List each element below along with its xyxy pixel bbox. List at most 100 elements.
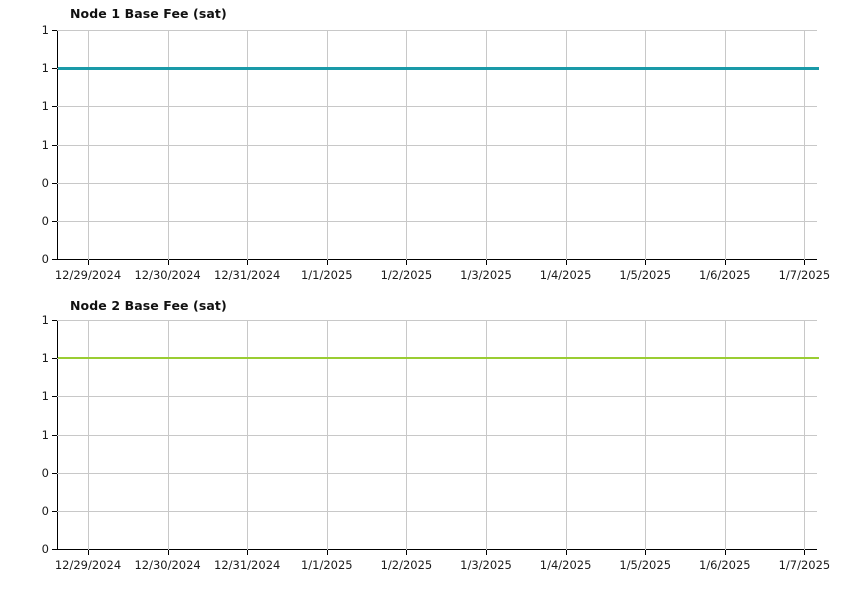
y-tick-mark <box>52 106 57 107</box>
x-axis-tick-label: 12/30/2024 <box>134 268 201 282</box>
plot-area-node-2: 1 1 1 1 0 0 0 12/29/2024 12/30/2024 12/31/2024 1/… <box>42 313 831 572</box>
y-axis-tick-label: 1 <box>41 428 49 442</box>
x-tick-mark <box>486 260 487 265</box>
x-axis-tick-label: 1/6/2025 <box>698 268 751 282</box>
gridline-vertical <box>88 320 89 550</box>
gridline-vertical <box>406 320 408 550</box>
x-axis-tick-label: 1/1/2025 <box>300 268 353 282</box>
y-tick-mark <box>52 30 57 31</box>
data-point-marker <box>723 67 726 70</box>
gridline-vertical <box>565 320 567 550</box>
y-axis-tick-label: 1 <box>41 313 49 327</box>
gridline-vertical <box>247 30 249 260</box>
data-point-marker <box>564 67 567 70</box>
y-tick-mark <box>52 358 57 359</box>
x-axis-tick-label: 1/7/2025 <box>778 268 831 282</box>
x-axis-tick-label: 12/29/2024 <box>54 558 122 572</box>
data-point-marker <box>485 67 487 70</box>
gridline-vertical <box>724 320 726 550</box>
y-axis-tick-label: 1 <box>41 99 49 113</box>
chart-title: Node 2 Base Fee (sat) <box>70 298 227 313</box>
chart-panel-node-2: Node 2 Base Fee (sat) 1 1 1 1 0 0 0 12/29/2024… <box>0 292 860 592</box>
gridline-vertical <box>804 320 806 550</box>
gridline-vertical <box>326 30 328 260</box>
y-tick-mark <box>52 435 57 436</box>
x-axis-tick-label: 1/6/2025 <box>698 558 751 572</box>
chart-panel-node-1: Node 1 Base Fee (sat) 1 1 1 1 0 0 0 12/29/2024… <box>0 0 860 295</box>
x-tick-mark <box>247 260 249 265</box>
gridline-vertical <box>645 320 647 550</box>
gridline-horizontal <box>57 435 817 436</box>
y-axis-tick-label: 0 <box>41 542 49 556</box>
y-tick-mark <box>52 221 57 222</box>
y-axis-tick-label: 1 <box>41 351 49 365</box>
series-line <box>58 67 820 70</box>
x-axis-tick-label: 1/4/2025 <box>539 268 592 282</box>
y-tick-mark <box>52 183 57 184</box>
data-point-marker <box>644 67 647 70</box>
y-tick-mark <box>52 473 57 474</box>
x-tick-mark <box>565 260 567 265</box>
y-axis-tick-label: 0 <box>41 252 49 266</box>
x-tick-mark <box>645 260 647 265</box>
gridline-vertical <box>406 30 408 260</box>
y-tick-mark <box>52 259 57 260</box>
x-tick-mark <box>167 550 169 555</box>
gridline-vertical <box>167 320 169 550</box>
y-axis-tick-label: 0 <box>41 504 49 518</box>
gridline-vertical <box>486 320 487 550</box>
x-axis-tick-label: 1/4/2025 <box>539 558 592 572</box>
gridline-vertical <box>565 30 567 260</box>
y-axis-tick-label: 1 <box>41 138 49 152</box>
chart-title: Node 1 Base Fee (sat) <box>70 6 227 21</box>
gridline-vertical <box>326 320 328 550</box>
gridline-horizontal <box>57 145 817 146</box>
y-axis-tick-label: 0 <box>41 466 49 480</box>
x-tick-mark <box>804 260 806 265</box>
x-axis-tick-label: 1/7/2025 <box>778 558 831 572</box>
y-axis-tick-label: 1 <box>41 23 49 37</box>
series-line <box>58 357 820 359</box>
data-point-marker <box>166 67 169 70</box>
gridline-horizontal <box>57 511 817 512</box>
y-axis-tick-label: 0 <box>41 214 49 228</box>
x-axis-tick-label: 1/1/2025 <box>300 558 353 572</box>
gridline-vertical <box>645 30 647 260</box>
gridline-horizontal <box>57 221 817 222</box>
x-axis-tick-label: 1/2/2025 <box>380 268 433 282</box>
x-axis-tick-label: 1/3/2025 <box>460 268 512 282</box>
x-axis-line <box>57 259 817 260</box>
gridline-vertical <box>804 30 806 260</box>
x-axis-tick-label: 1/3/2025 <box>460 558 512 572</box>
gridline-horizontal <box>57 106 817 107</box>
x-tick-mark <box>167 260 169 265</box>
y-tick-mark <box>52 396 57 397</box>
gridline-vertical <box>486 30 487 260</box>
gridline-horizontal <box>57 183 817 184</box>
y-axis-tick-label: 1 <box>41 389 49 403</box>
gridline-vertical <box>247 320 249 550</box>
gridline-horizontal <box>57 30 817 31</box>
x-tick-mark <box>326 550 328 555</box>
x-axis-tick-label: 12/31/2024 <box>214 268 281 282</box>
data-point-marker <box>803 67 806 70</box>
y-tick-mark <box>52 320 57 321</box>
x-axis-line <box>57 549 817 550</box>
x-axis-tick-label: 1/5/2025 <box>619 558 672 572</box>
y-axis-tick-label: 1 <box>41 61 49 75</box>
x-axis-tick-label: 12/31/2024 <box>214 558 281 572</box>
x-tick-mark <box>326 260 328 265</box>
x-axis-tick-label: 1/2/2025 <box>380 558 433 572</box>
x-axis-tick-label: 12/29/2024 <box>54 268 122 282</box>
x-tick-mark <box>804 550 806 555</box>
data-point-marker <box>405 67 408 70</box>
data-point-marker <box>325 67 328 70</box>
gridline-vertical <box>167 30 169 260</box>
x-tick-mark <box>724 550 726 555</box>
gridline-vertical <box>724 30 726 260</box>
gridline-horizontal <box>57 396 817 397</box>
y-tick-mark <box>52 549 57 550</box>
x-tick-mark <box>406 550 408 555</box>
x-tick-mark <box>486 550 487 555</box>
